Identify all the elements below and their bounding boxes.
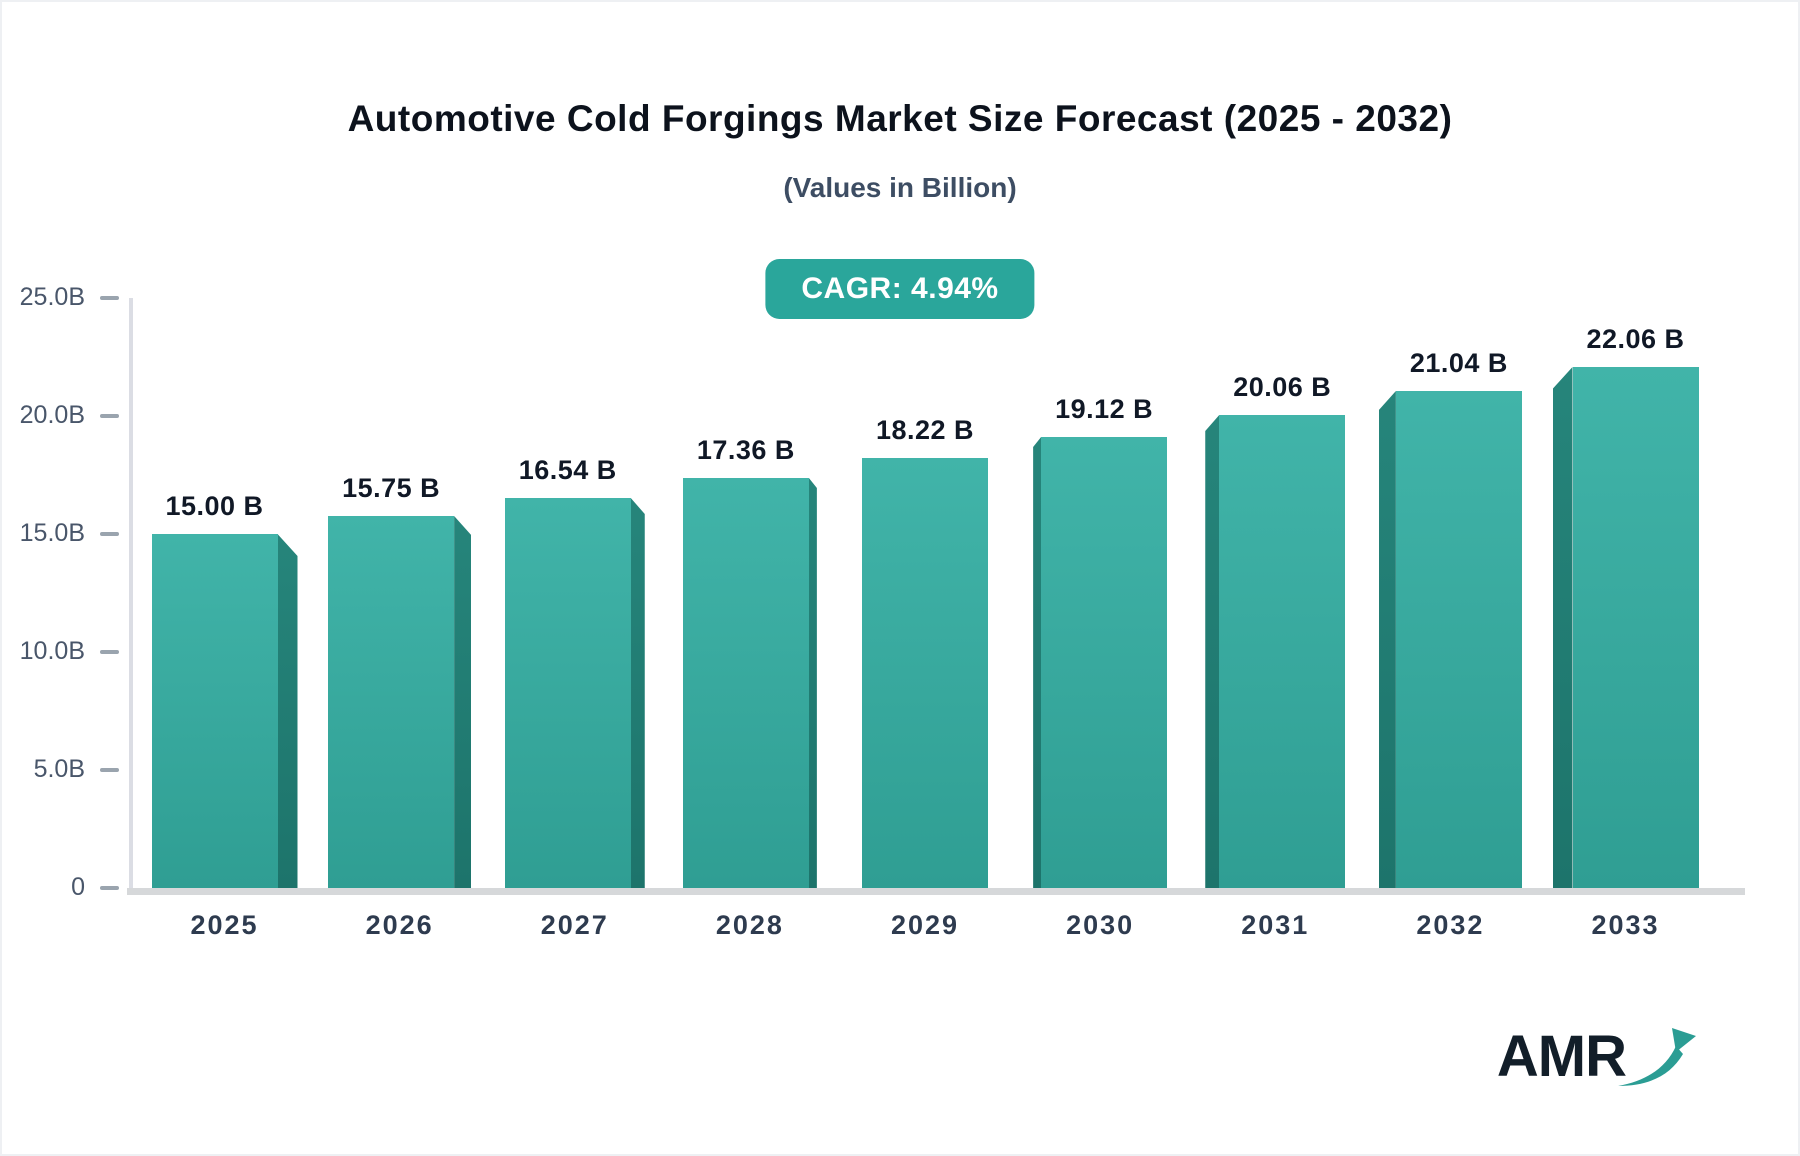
bar-value-label: 21.04 B — [1409, 348, 1508, 378]
bar-front-face — [1041, 437, 1168, 888]
bar-cell-2025: 15.00 B 2025 — [141, 298, 308, 940]
bar-value-label: 18.22 B — [875, 415, 975, 445]
bar-front-face — [682, 478, 809, 888]
x-axis-label: 2032 — [1416, 910, 1485, 940]
bar-cell-2026: 15.75 B 2026 — [316, 298, 483, 940]
bar-cell-2032: 21.04 B 2032 — [1367, 298, 1534, 940]
x-axis-baseline — [127, 888, 1745, 895]
bar-front-face — [1572, 367, 1699, 888]
bar-side-face — [277, 534, 298, 888]
plot-area: 25.0B 20.0B 15.0B 10.0B 5.0B 0 15.00 B 2025 15.… — [20, 283, 1745, 940]
bar-cell-2027: 16.54 B 2027 — [491, 298, 658, 940]
bar-side-face — [630, 498, 645, 888]
amr-logo: AMR — [1497, 1028, 1698, 1094]
bar-side-face — [1552, 367, 1573, 888]
bar-2027[interactable] — [504, 498, 645, 888]
bar-value-label: 15.75 B — [342, 473, 441, 503]
y-tick-dash — [100, 414, 119, 418]
chart-subtitle: (Values in Billion) — [783, 172, 1017, 203]
bar-cell-2030: 19.12 B 2030 — [1017, 298, 1184, 940]
bars-row: 15.00 B 2025 15.75 B 2026 16.54 B 2027 17.36 B… — [141, 298, 1709, 940]
bar-value-label: 16.54 B — [518, 455, 617, 485]
bar-2025[interactable] — [151, 534, 298, 888]
y-tick-label: 0 — [71, 873, 85, 901]
bar-side-face — [1205, 415, 1220, 888]
x-axis-label: 2033 — [1591, 910, 1660, 940]
bar-2028[interactable] — [682, 478, 817, 888]
bar-value-label: 22.06 B — [1586, 324, 1685, 354]
y-tick-label: 5.0B — [33, 755, 85, 783]
y-tick-dash — [100, 532, 119, 536]
bar-value-label: 19.12 B — [1055, 394, 1154, 424]
y-tick-label: 15.0B — [19, 519, 85, 547]
x-axis-label: 2026 — [365, 910, 434, 940]
bar-2033[interactable] — [1552, 367, 1699, 888]
bar-front-face — [504, 498, 631, 888]
y-axis-line — [129, 298, 133, 888]
bar-side-face — [1033, 437, 1042, 888]
y-tick-label: 25.0B — [19, 283, 85, 311]
x-axis-label: 2025 — [190, 910, 259, 940]
bar-cell-2033: 22.06 B 2033 — [1542, 298, 1709, 940]
y-tick-label: 10.0B — [19, 637, 85, 665]
cagr-badge: CAGR: 4.94% — [765, 259, 1035, 319]
y-tick-dash — [100, 296, 119, 300]
amr-logo-text: AMR — [1496, 1024, 1627, 1089]
bar-cell-2029: 18.22 B 2029 — [842, 298, 1009, 940]
x-axis-label: 2031 — [1241, 910, 1310, 940]
bar-front-face — [1395, 391, 1522, 888]
bar-front-face — [328, 516, 455, 888]
x-axis-label: 2030 — [1066, 910, 1135, 940]
bar-side-face — [1378, 391, 1396, 888]
x-axis-label: 2027 — [540, 910, 609, 940]
bar-cell-2031: 20.06 B 2031 — [1192, 298, 1359, 940]
bar-value-label: 15.00 B — [165, 491, 264, 521]
bar-side-face — [454, 516, 472, 888]
bar-2029[interactable] — [862, 458, 988, 888]
bar-2026[interactable] — [328, 516, 472, 888]
y-tick-dash — [100, 650, 119, 654]
bar-front-face — [862, 458, 988, 888]
bar-value-label: 20.06 B — [1233, 372, 1332, 402]
bar-value-label: 17.36 B — [696, 435, 795, 465]
x-axis-label: 2029 — [890, 910, 960, 940]
bar-2032[interactable] — [1378, 391, 1522, 888]
bar-2030[interactable] — [1033, 437, 1168, 888]
growth-arrow-icon — [1618, 1028, 1696, 1086]
y-tick-label: 20.0B — [19, 401, 85, 429]
bar-2031[interactable] — [1205, 415, 1346, 888]
x-axis-label: 2028 — [715, 910, 784, 940]
bar-side-face — [808, 478, 817, 888]
bar-cell-2028: 17.36 B 2028 — [666, 298, 833, 940]
y-tick-dash — [100, 768, 119, 772]
bar-front-face — [1219, 415, 1346, 888]
bar-front-face — [151, 534, 278, 888]
chart-title: Automotive Cold Forgings Market Size For… — [347, 98, 1453, 139]
y-tick-dash — [100, 886, 119, 890]
